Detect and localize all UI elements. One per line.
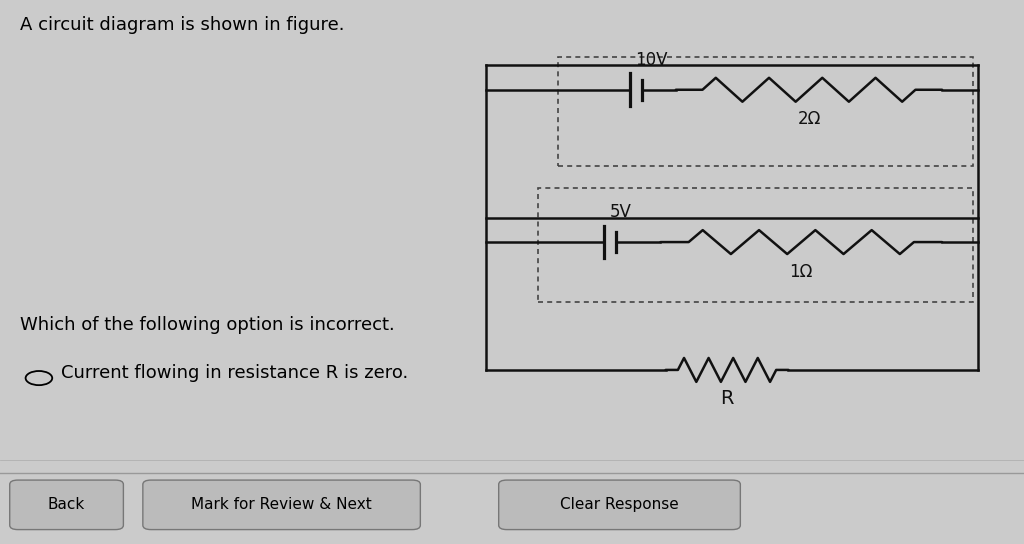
Text: Back: Back	[48, 497, 85, 512]
Text: 5V: 5V	[609, 203, 631, 221]
Text: Clear Response: Clear Response	[560, 497, 679, 512]
FancyBboxPatch shape	[499, 480, 740, 530]
FancyBboxPatch shape	[143, 480, 421, 530]
Text: 2Ω: 2Ω	[798, 110, 820, 128]
Bar	[558, 57, 973, 166]
Text: Current flowing in resistance R is zero.: Current flowing in resistance R is zero.	[61, 363, 409, 382]
Text: 1Ω: 1Ω	[790, 263, 813, 281]
Text: 10V: 10V	[635, 51, 668, 69]
Text: A circuit diagram is shown in figure.: A circuit diagram is shown in figure.	[20, 16, 345, 34]
FancyBboxPatch shape	[10, 480, 123, 530]
Bar	[538, 188, 973, 302]
Text: Which of the following option is incorrect.: Which of the following option is incorre…	[20, 316, 395, 333]
Text: Mark for Review & Next: Mark for Review & Next	[191, 497, 372, 512]
Text: R: R	[720, 389, 734, 408]
